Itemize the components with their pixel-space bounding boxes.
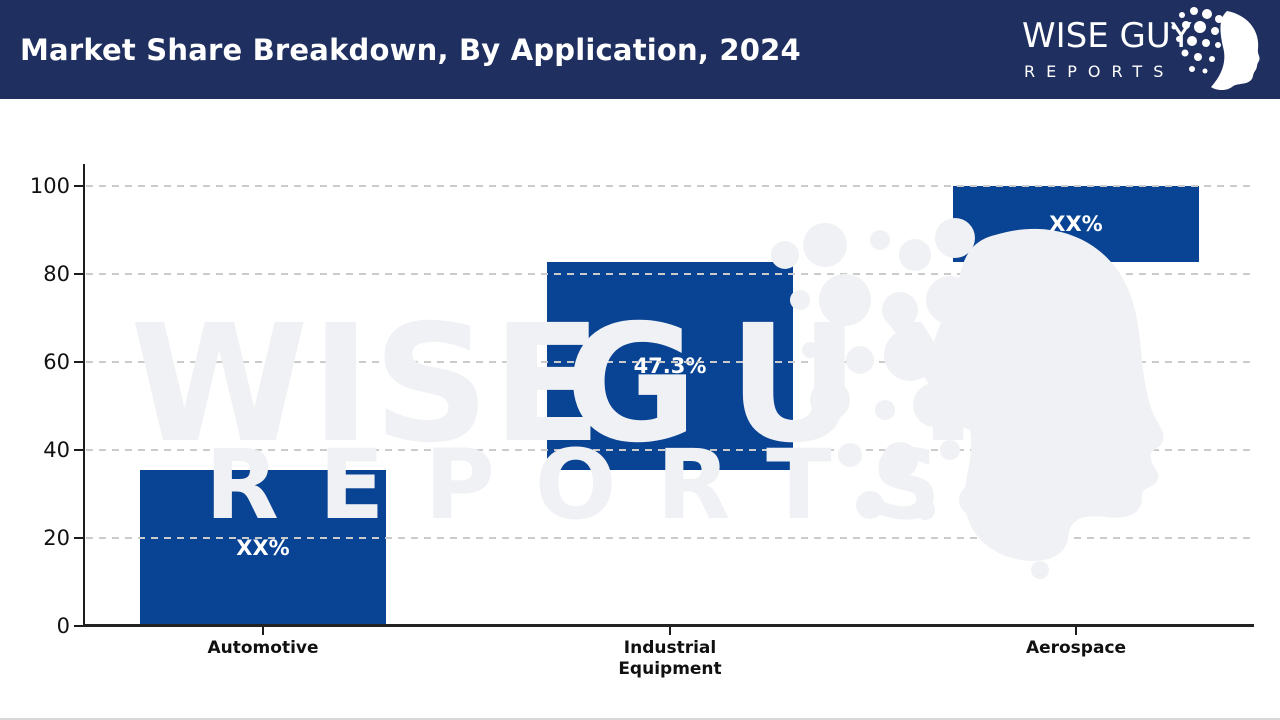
y-axis-tick-label: 100 — [29, 174, 70, 198]
y-axis-tick — [74, 449, 84, 451]
gridline — [86, 537, 1253, 539]
logo-face-icon — [1171, 7, 1260, 91]
watermark-word1: WISE — [130, 291, 604, 479]
y-axis-tick — [74, 185, 84, 187]
gridline — [86, 273, 1253, 275]
x-axis-label: Aerospace — [1025, 638, 1127, 658]
y-axis-tick — [74, 537, 84, 539]
gridline — [86, 361, 1253, 363]
y-axis — [83, 164, 85, 627]
bar-automotive: XX% — [140, 470, 386, 626]
bar-industrial: 47.3% — [547, 262, 793, 471]
bar-value-label: XX% — [236, 536, 290, 561]
gridline — [86, 449, 1253, 451]
y-axis-tick-label: 80 — [43, 262, 70, 286]
logo-wordmark: WISE GUY — [1022, 16, 1192, 56]
x-axis-label: Industrial Equipment — [618, 638, 722, 679]
wiseguy-logo: WISE GUY REPORTS — [1022, 7, 1260, 91]
y-axis-tick-label: 40 — [43, 438, 70, 462]
y-axis-tick — [74, 625, 84, 627]
x-axis-tick — [669, 627, 671, 635]
watermark-word3: REPORTS — [205, 429, 981, 541]
y-axis-tick-label: 0 — [56, 614, 70, 638]
gridline — [86, 185, 1253, 187]
chart-title: Market Share Breakdown, By Application, … — [20, 32, 801, 67]
y-axis-tick — [74, 361, 84, 363]
header-bar: Market Share Breakdown, By Application, … — [0, 0, 1280, 99]
watermark-face-icon — [771, 218, 1164, 579]
x-axis-tick — [1075, 627, 1077, 635]
y-axis-tick-label: 60 — [43, 350, 70, 374]
logo-subtext: REPORTS — [1024, 62, 1174, 81]
y-axis-tick — [74, 273, 84, 275]
bottom-border — [0, 718, 1280, 720]
y-axis-tick-label: 20 — [43, 526, 70, 550]
x-axis-label: Automotive — [207, 638, 319, 658]
x-axis — [83, 624, 1254, 627]
bar-value-label: 47.3% — [633, 354, 707, 379]
x-axis-tick — [262, 627, 264, 635]
